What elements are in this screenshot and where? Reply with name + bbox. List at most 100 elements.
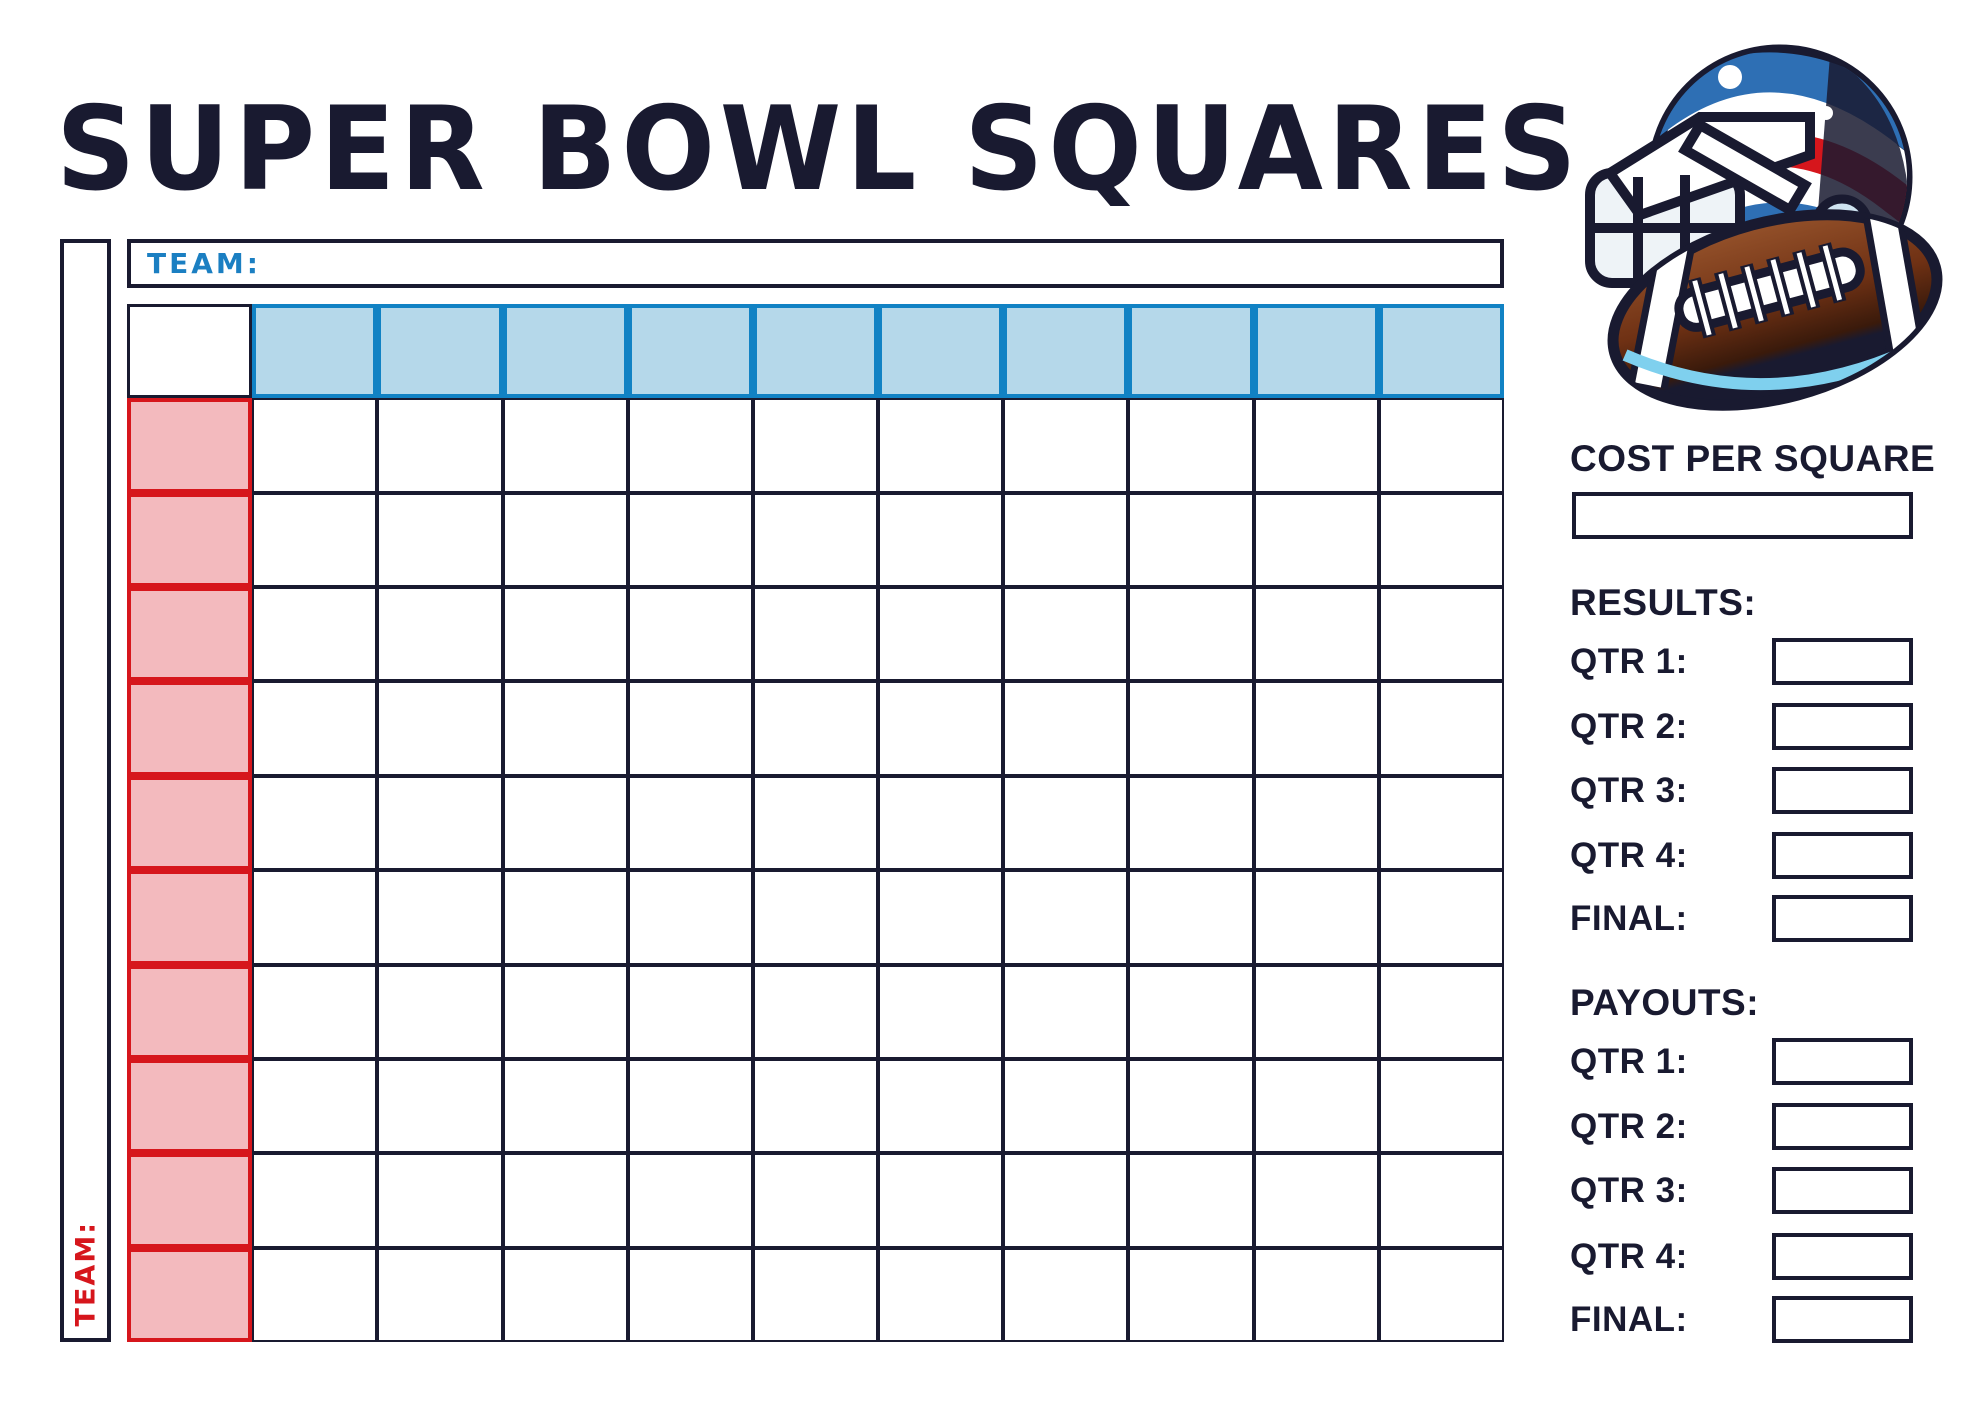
square-cell[interactable] (252, 775, 378, 871)
column-score-cell[interactable] (627, 304, 753, 399)
square-cell[interactable] (502, 964, 628, 1059)
square-cell[interactable] (377, 1247, 503, 1342)
square-cell[interactable] (1003, 775, 1129, 871)
square-cell[interactable] (878, 775, 1004, 871)
square-cell[interactable] (252, 587, 378, 682)
square-cell[interactable] (752, 870, 879, 965)
square-cell[interactable] (1253, 587, 1379, 682)
square-cell[interactable] (502, 681, 628, 776)
payout-field-qtr-3[interactable] (1772, 1167, 1913, 1214)
square-cell[interactable] (1378, 1153, 1504, 1248)
square-cell[interactable] (627, 870, 753, 965)
row-score-cell[interactable] (127, 870, 253, 965)
square-cell[interactable] (878, 587, 1004, 682)
square-cell[interactable] (627, 587, 753, 682)
left-team-name-field[interactable]: TEAM: (60, 239, 111, 1342)
square-cell[interactable] (1128, 492, 1254, 588)
square-cell[interactable] (377, 681, 503, 776)
square-cell[interactable] (1128, 775, 1254, 871)
square-cell[interactable] (1378, 870, 1504, 965)
square-cell[interactable] (1128, 587, 1254, 682)
square-cell[interactable] (252, 964, 378, 1059)
square-cell[interactable] (1128, 1153, 1254, 1248)
square-cell[interactable] (878, 681, 1004, 776)
square-cell[interactable] (502, 587, 628, 682)
square-cell[interactable] (752, 492, 879, 588)
square-cell[interactable] (377, 587, 503, 682)
square-cell[interactable] (1003, 870, 1129, 965)
square-cell[interactable] (377, 398, 503, 493)
square-cell[interactable] (252, 870, 378, 965)
square-cell[interactable] (377, 1153, 503, 1248)
square-cell[interactable] (1253, 398, 1379, 493)
column-score-cell[interactable] (252, 304, 378, 399)
row-score-cell[interactable] (127, 1247, 253, 1342)
square-cell[interactable] (377, 964, 503, 1059)
square-cell[interactable] (1003, 398, 1129, 493)
square-cell[interactable] (1253, 1153, 1379, 1248)
column-score-cell[interactable] (878, 304, 1004, 399)
cost-per-square-field[interactable] (1572, 492, 1913, 539)
square-cell[interactable] (1003, 1153, 1129, 1248)
square-cell[interactable] (1253, 492, 1379, 588)
result-field-qtr-3[interactable] (1772, 767, 1913, 814)
square-cell[interactable] (377, 775, 503, 871)
square-cell[interactable] (252, 681, 378, 776)
payout-field-qtr-4[interactable] (1772, 1233, 1913, 1280)
square-cell[interactable] (878, 398, 1004, 493)
square-cell[interactable] (1253, 1058, 1379, 1154)
square-cell[interactable] (1378, 398, 1504, 493)
square-cell[interactable] (627, 1058, 753, 1154)
square-cell[interactable] (752, 775, 879, 871)
square-cell[interactable] (1378, 1247, 1504, 1342)
square-cell[interactable] (1253, 1247, 1379, 1342)
square-cell[interactable] (502, 1153, 628, 1248)
square-cell[interactable] (502, 1058, 628, 1154)
row-score-cell[interactable] (127, 1153, 253, 1248)
column-score-cell[interactable] (752, 304, 879, 399)
square-cell[interactable] (1253, 681, 1379, 776)
square-cell[interactable] (1378, 964, 1504, 1059)
result-field-qtr-4[interactable] (1772, 832, 1913, 879)
square-cell[interactable] (878, 964, 1004, 1059)
result-field-qtr-2[interactable] (1772, 703, 1913, 750)
square-cell[interactable] (1378, 1058, 1504, 1154)
column-score-cell[interactable] (1253, 304, 1379, 399)
square-cell[interactable] (377, 1058, 503, 1154)
column-score-cell[interactable] (377, 304, 503, 399)
square-cell[interactable] (1253, 964, 1379, 1059)
square-cell[interactable] (1128, 870, 1254, 965)
row-score-cell[interactable] (127, 681, 253, 776)
square-cell[interactable] (1128, 1058, 1254, 1154)
payout-field-qtr-1[interactable] (1772, 1038, 1913, 1085)
square-cell[interactable] (252, 1058, 378, 1154)
result-field-qtr-1[interactable] (1772, 638, 1913, 685)
square-cell[interactable] (502, 1247, 628, 1342)
square-cell[interactable] (1378, 681, 1504, 776)
square-cell[interactable] (752, 681, 879, 776)
square-cell[interactable] (1378, 587, 1504, 682)
column-score-cell[interactable] (1128, 304, 1254, 399)
row-score-cell[interactable] (127, 492, 253, 588)
square-cell[interactable] (1128, 681, 1254, 776)
square-cell[interactable] (1003, 587, 1129, 682)
square-cell[interactable] (1253, 870, 1379, 965)
square-cell[interactable] (878, 870, 1004, 965)
square-cell[interactable] (878, 1153, 1004, 1248)
row-score-cell[interactable] (127, 1058, 253, 1154)
square-cell[interactable] (377, 492, 503, 588)
square-cell[interactable] (627, 492, 753, 588)
row-score-cell[interactable] (127, 775, 253, 871)
result-field-final[interactable] (1772, 895, 1913, 942)
row-score-cell[interactable] (127, 398, 253, 493)
square-cell[interactable] (1003, 964, 1129, 1059)
top-team-name-field[interactable]: TEAM: (127, 239, 1504, 288)
square-cell[interactable] (1128, 1247, 1254, 1342)
square-cell[interactable] (878, 492, 1004, 588)
square-cell[interactable] (627, 1153, 753, 1248)
column-score-cell[interactable] (1003, 304, 1129, 399)
square-cell[interactable] (752, 1153, 879, 1248)
square-cell[interactable] (878, 1247, 1004, 1342)
square-cell[interactable] (627, 964, 753, 1059)
square-cell[interactable] (1378, 775, 1504, 871)
